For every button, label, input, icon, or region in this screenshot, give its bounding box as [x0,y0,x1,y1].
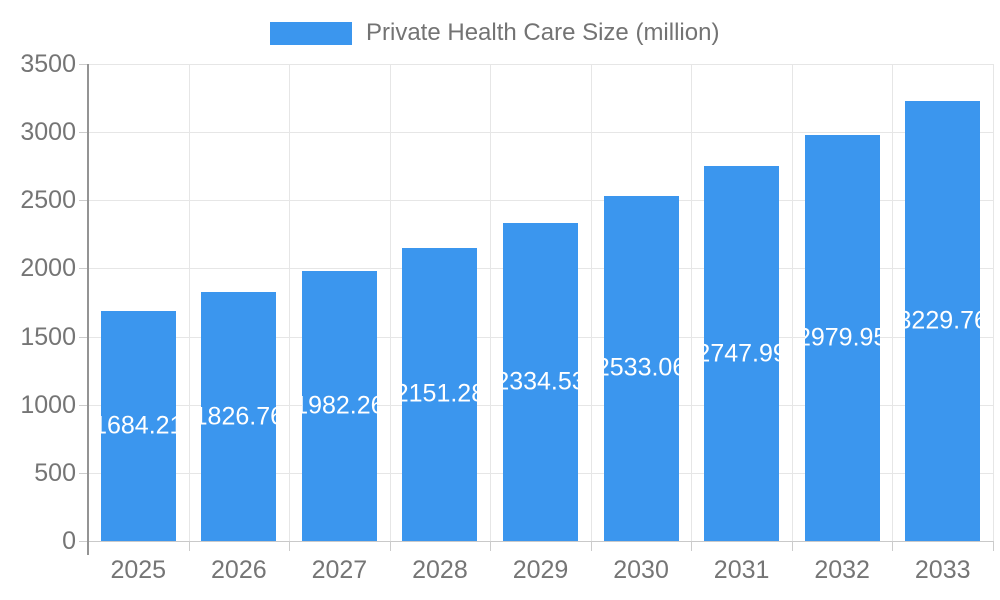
x-axis-label: 2031 [713,556,770,584]
y-axis-label: 1000 [20,391,76,419]
bar-value-label: 1982.26 [302,391,377,420]
chart-legend[interactable]: Private Health Care Size (million) [270,19,719,47]
y-tick [79,541,88,542]
x-tick [691,541,692,551]
v-gridline [390,64,391,541]
v-gridline [289,64,290,541]
bar-2030[interactable]: 2533.06 [603,195,679,541]
x-axis-label: 2029 [512,556,569,584]
y-axis-label: 2500 [20,186,76,214]
bar-2032[interactable]: 2979.95 [804,134,880,541]
y-axis-label: 2000 [20,254,76,282]
legend-color-swatch [270,21,352,45]
bar-2028[interactable]: 2151.28 [402,247,478,541]
bar-value-label: 2533.06 [604,353,679,382]
y-tick [79,64,88,65]
x-tick [189,541,190,551]
y-axis-line [87,64,89,555]
x-axis-label: 2033 [914,556,971,584]
bar-2026[interactable]: 1826.76 [201,292,277,541]
y-axis-label: 3000 [20,118,76,146]
bar-2029[interactable]: 2334.53 [503,222,578,541]
v-gridline [892,64,893,541]
h-gridline [88,200,993,201]
x-tick [390,541,391,551]
x-tick [289,541,290,551]
y-tick [79,132,88,133]
x-axis-label: 2032 [814,556,870,584]
y-axis-label: 500 [34,459,76,487]
bar-2027[interactable]: 1982.26 [301,270,377,541]
bar-value-label: 2747.99 [704,339,779,368]
x-tick [591,541,592,551]
bar-value-label: 3229.76 [905,306,980,335]
x-axis-line [88,541,993,542]
bar-value-label: 1684.21 [101,411,176,440]
v-gridline [189,64,190,541]
bar-2033[interactable]: 3229.76 [905,100,981,541]
y-tick [79,473,88,474]
bar-value-label: 2151.28 [402,379,477,408]
x-axis-label: 2025 [110,556,167,584]
x-tick [792,541,793,551]
x-tick [892,541,893,551]
v-gridline [792,64,793,541]
h-gridline [88,132,993,133]
y-tick [79,405,88,406]
x-axis-label: 2030 [613,556,669,584]
y-tick [79,268,88,269]
y-axis-label: 0 [62,527,76,555]
y-axis-label: 1500 [20,323,76,351]
v-gridline [993,64,994,541]
x-axis-label: 2027 [311,556,368,584]
bar-2025[interactable]: 1684.21 [100,311,176,541]
x-axis-label: 2026 [211,556,267,584]
bar-value-label: 2334.53 [503,367,578,396]
v-gridline [591,64,592,541]
v-gridline [490,64,491,541]
x-tick [490,541,491,551]
y-tick [79,337,88,338]
y-tick [79,200,88,201]
x-tick [993,541,994,551]
x-axis-label: 2028 [412,556,468,584]
legend-label: Private Health Care Size (million) [366,19,720,46]
bar-2031[interactable]: 2747.99 [704,166,780,541]
bar-value-label: 2979.95 [805,323,880,352]
v-gridline [691,64,692,541]
h-gridline [88,64,993,65]
y-axis-label: 3500 [20,50,76,78]
bar-value-label: 1826.76 [201,402,276,430]
